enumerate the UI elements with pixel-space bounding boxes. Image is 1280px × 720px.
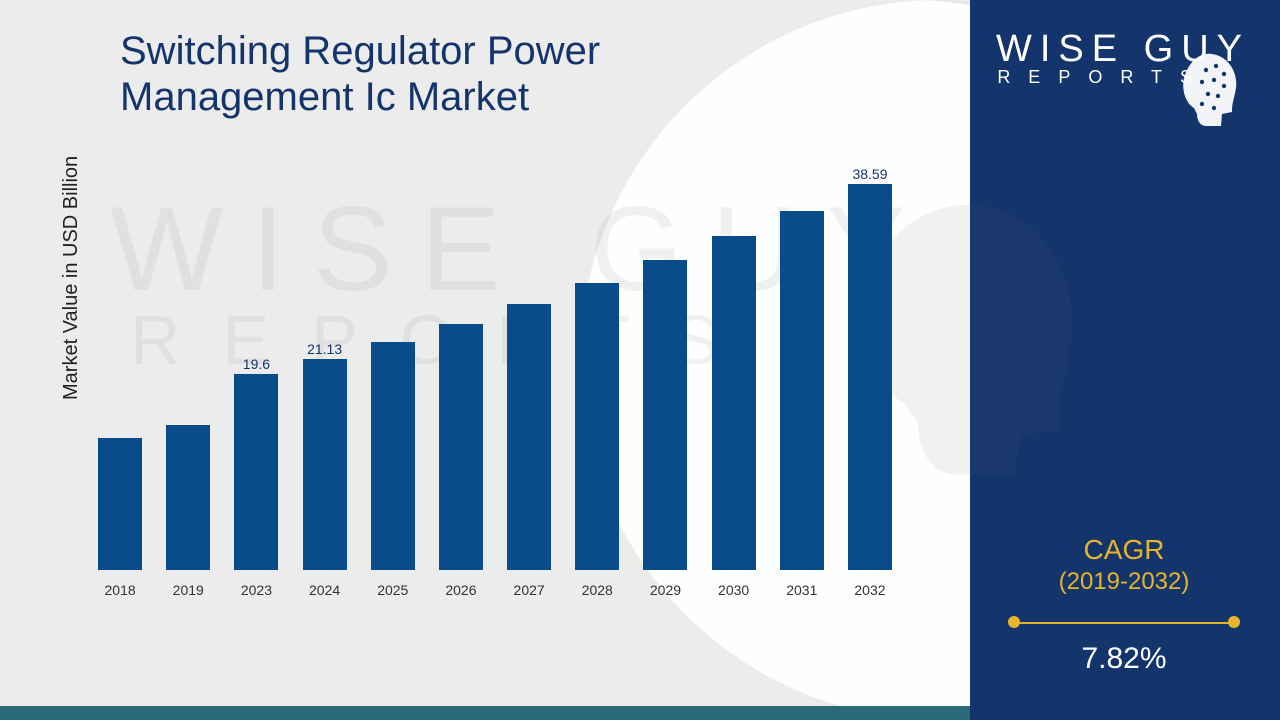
chart-title: Switching Regulator Power Management Ic … (120, 28, 760, 120)
bar-chart: 19.621.1338.59 2018201920232024202520262… (75, 170, 895, 590)
x-tick-label: 2025 (368, 576, 418, 598)
brand-logo: WISE GUY REPORTS (990, 28, 1250, 88)
bar-rect (98, 438, 142, 570)
cagr-box: CAGR (2019-2032) 7.82% (1004, 534, 1244, 676)
bar-rect (371, 342, 415, 570)
footer-accent (0, 706, 970, 720)
x-tick-label: 2031 (777, 576, 827, 598)
cagr-label: CAGR (1004, 534, 1244, 566)
bar-rect (439, 324, 483, 570)
x-tick-label: 2028 (572, 576, 622, 598)
bar-2032: 38.59 (845, 166, 895, 570)
bar-2026 (436, 306, 486, 570)
x-tick-label: 2032 (845, 576, 895, 598)
bar-value-label: 19.6 (243, 356, 270, 372)
bar-value-label: 21.13 (307, 341, 342, 357)
bar-rect (303, 359, 347, 570)
brand-head-icon (1172, 52, 1242, 138)
bar-2023: 19.6 (231, 356, 281, 570)
bar-2027 (504, 286, 554, 570)
bar-2018 (95, 420, 145, 570)
x-tick-label: 2019 (163, 576, 213, 598)
x-tick-label: 2018 (95, 576, 145, 598)
bar-rect (234, 374, 278, 570)
bar-rect (166, 425, 210, 570)
bar-2024: 21.13 (300, 341, 350, 570)
bar-rect (575, 283, 619, 570)
bar-rect (780, 211, 824, 570)
x-tick-label: 2026 (436, 576, 486, 598)
bar-rect (643, 260, 687, 570)
x-tick-label: 2027 (504, 576, 554, 598)
bar-2019 (163, 407, 213, 570)
bar-rect (712, 236, 756, 570)
cagr-separator (1014, 610, 1234, 634)
x-tick-label: 2024 (300, 576, 350, 598)
cagr-range: (2019-2032) (1004, 568, 1244, 596)
bar-value-label: 38.59 (852, 166, 887, 182)
bar-2029 (640, 242, 690, 570)
bar-rect (848, 184, 892, 570)
x-tick-label: 2023 (231, 576, 281, 598)
bar-2031 (777, 193, 827, 570)
bar-2030 (709, 218, 759, 570)
chart-card: WISE GUY REPORTS Switching Regulator Pow… (0, 0, 1280, 720)
cagr-value: 7.82% (1004, 642, 1244, 676)
x-tick-label: 2029 (640, 576, 690, 598)
x-tick-label: 2030 (709, 576, 759, 598)
bar-2025 (368, 324, 418, 570)
bar-2028 (572, 265, 622, 570)
bar-rect (507, 304, 551, 570)
